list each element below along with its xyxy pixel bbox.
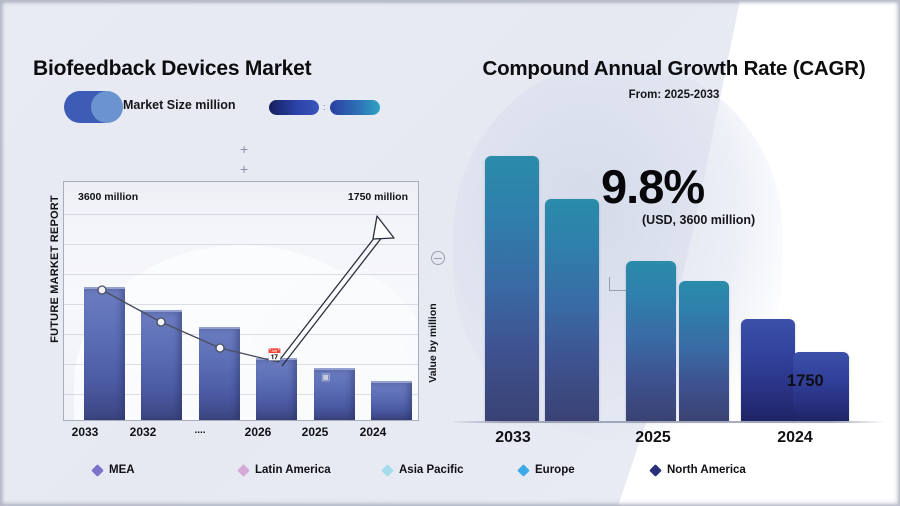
legend-label: MEA (109, 464, 135, 476)
left-chart-plot-area: 3600 million 1750 million 📅 ▣ (63, 181, 419, 421)
bar-2024[interactable] (371, 381, 412, 420)
x-label-5: 2024 (359, 425, 387, 439)
legend-item-asia-pacific[interactable]: Asia Pacific (381, 463, 464, 477)
legend-pills: : (269, 100, 380, 115)
legend-pill-separator: : (323, 102, 326, 112)
left-chart-low-label: 1750 million (347, 191, 408, 203)
gridline (64, 214, 418, 215)
minus-circle-icon (431, 251, 445, 265)
bar-2026[interactable] (256, 358, 297, 420)
legend-pill-secondary (329, 100, 380, 115)
legend-diamond-icon (91, 463, 104, 477)
chart-watermark-icon: ▣ (321, 372, 331, 383)
legend-label: Europe (535, 464, 575, 476)
x-label-1: 2032 (129, 425, 157, 439)
left-chart-value-axis-label: Value by million (427, 303, 439, 383)
cagr-bar-2025-a[interactable] (626, 261, 676, 421)
tick-decoration-icon (609, 277, 637, 291)
cagr-note: (USD, 3600 million) (642, 213, 756, 227)
gridline (64, 274, 418, 275)
cagr-x-label-1: 2025 (635, 429, 671, 446)
gridline (64, 364, 418, 365)
market-logo-icon (64, 91, 130, 123)
legend-item-europe[interactable]: Europe (517, 463, 575, 477)
cagr-bar-2025-b[interactable] (679, 281, 729, 421)
page-title: Biofeedback Devices Market (33, 57, 312, 80)
legend-pill-primary (269, 100, 319, 115)
gridline (64, 334, 418, 335)
cagr-chart-x-axis: 2033 2025 2024 (453, 429, 893, 453)
gridline (64, 244, 418, 245)
gridline (64, 304, 418, 305)
legend-label: Asia Pacific (399, 464, 464, 476)
legend-label: North America (667, 464, 746, 476)
cagr-bar-2024-a[interactable] (741, 319, 795, 421)
cagr-bar-2033-b[interactable] (545, 199, 599, 421)
cagr-bar-2033-a[interactable] (485, 156, 539, 421)
left-chart-high-label: 3600 million (78, 191, 139, 203)
legend-diamond-icon (381, 463, 394, 477)
x-label-0: 2033 (71, 425, 99, 439)
left-chart-x-axis: 2033 2032 .... 2026 2025 2024 (63, 425, 419, 447)
logo-label: Market Size million (123, 98, 236, 112)
x-label-3: 2026 (244, 425, 272, 439)
legend-item-latin-america[interactable]: Latin America (237, 463, 331, 477)
cagr-chart-bars (453, 121, 893, 421)
cagr-chart-baseline (453, 421, 883, 423)
cagr-bar-2024-b[interactable] (793, 352, 849, 421)
legend-diamond-icon (517, 463, 530, 477)
legend-item-mea[interactable]: MEA (91, 463, 135, 477)
gridline (64, 394, 418, 395)
cagr-subtitle: From: 2025-2033 (628, 89, 720, 101)
bar-2033[interactable] (84, 287, 125, 420)
cagr-bar-value-label: 1750 (787, 372, 824, 390)
cagr-title: Compound Annual Growth Rate (CAGR) (482, 57, 866, 80)
x-label-2: .... (194, 425, 206, 436)
legend-label: Latin America (255, 464, 331, 476)
cagr-value: 9.8% (601, 160, 705, 213)
legend-diamond-icon (237, 463, 250, 477)
left-chart-overlay (97, 215, 395, 367)
legend-diamond-icon (649, 463, 662, 477)
cagr-x-label-2: 2024 (777, 429, 813, 446)
legend-item-north-america[interactable]: North America (649, 463, 746, 477)
chart-legend: MEA Latin America Asia Pacific Europe No… (71, 463, 831, 490)
left-chart-y-axis-label: FUTURE MARKET REPORT (49, 195, 61, 343)
calendar-watermark-icon: 📅 (267, 348, 282, 362)
cagr-x-label-0: 2033 (495, 429, 531, 446)
x-label-4: 2025 (301, 425, 329, 439)
plus-marker-icon-1: + (240, 141, 249, 157)
bar-2025[interactable] (314, 368, 355, 420)
plus-marker-icon-2: + (240, 161, 249, 177)
